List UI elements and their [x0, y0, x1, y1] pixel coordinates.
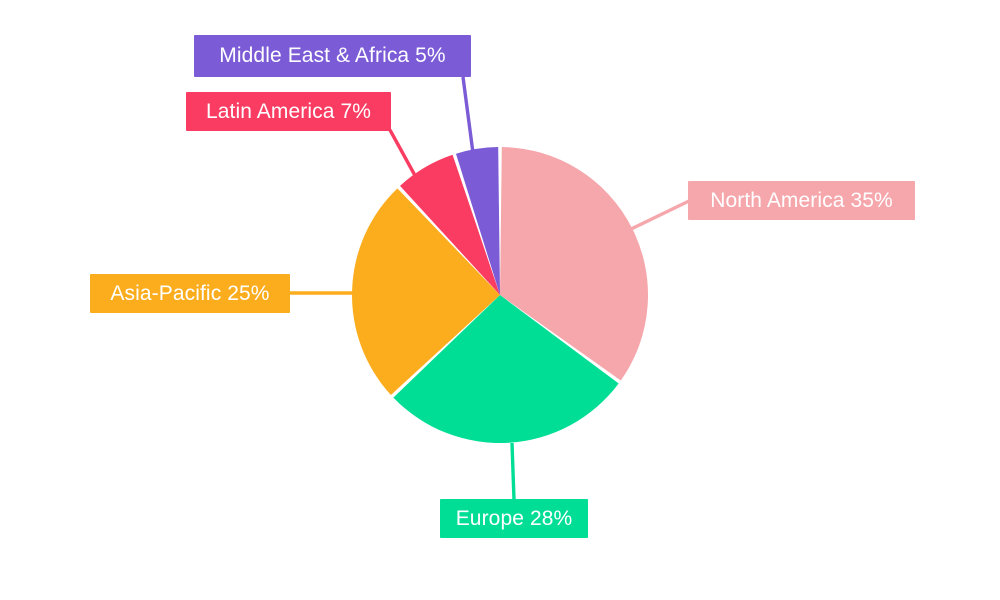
pie-label-middle-east-africa[interactable]: Middle East & Africa 5%: [194, 35, 471, 77]
leader-line-north-america: [626, 199, 690, 233]
leader-line-middle-east-africa: [461, 76, 475, 154]
pie-label-asia-pacific[interactable]: Asia-Pacific 25%: [90, 274, 290, 313]
pie-label-latin-america[interactable]: Latin America 7%: [186, 92, 391, 131]
pie-slice-latin-america[interactable]: [400, 154, 500, 295]
pie-slices-group: [351, 147, 649, 443]
pie-slice-europe[interactable]: [393, 295, 619, 443]
pie-slice-middle-east-africa[interactable]: [455, 147, 500, 295]
pie-label-europe[interactable]: Europe 28%: [440, 499, 588, 538]
pie-label-north-america[interactable]: North America 35%: [688, 181, 915, 220]
pie-slice-asia-pacific[interactable]: [351, 188, 500, 395]
leader-line-europe: [510, 442, 516, 501]
pie-slice-north-america[interactable]: [500, 147, 649, 381]
